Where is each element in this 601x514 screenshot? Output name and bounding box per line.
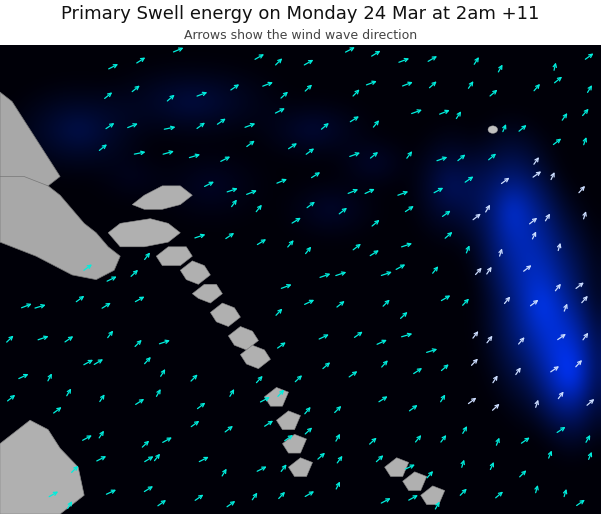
Polygon shape (210, 303, 240, 326)
Polygon shape (0, 420, 84, 514)
Polygon shape (276, 411, 300, 430)
Polygon shape (421, 486, 445, 505)
Polygon shape (156, 247, 192, 266)
Polygon shape (0, 92, 60, 186)
Polygon shape (385, 458, 409, 476)
Text: Arrows show the wind wave direction: Arrows show the wind wave direction (184, 29, 417, 42)
Circle shape (488, 126, 498, 133)
Polygon shape (282, 434, 307, 453)
Text: Primary Swell energy on Monday 24 Mar at 2am +11: Primary Swell energy on Monday 24 Mar at… (61, 5, 540, 23)
Polygon shape (180, 261, 210, 284)
Polygon shape (108, 218, 180, 247)
Polygon shape (264, 388, 288, 406)
Polygon shape (132, 186, 192, 209)
Polygon shape (228, 326, 258, 350)
Polygon shape (240, 345, 270, 369)
Polygon shape (403, 472, 427, 490)
Polygon shape (288, 458, 313, 476)
Polygon shape (192, 284, 222, 303)
Polygon shape (0, 162, 120, 280)
